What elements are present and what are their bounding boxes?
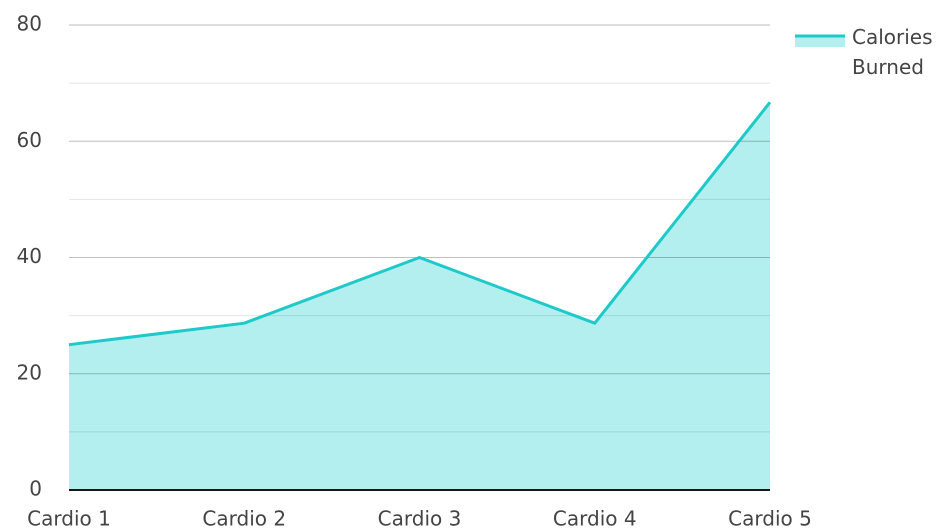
x-tick-label: Cardio 5: [728, 507, 812, 531]
area-line: [68, 101, 772, 347]
y-tick-label: 60: [17, 128, 42, 152]
y-tick-label: 0: [29, 477, 42, 501]
y-tick-label: 20: [17, 360, 42, 384]
area-fill: [69, 102, 770, 491]
x-tick-label: Cardio 3: [378, 507, 462, 531]
y-tick-label: 80: [17, 12, 42, 36]
y-tick-label: 40: [17, 244, 42, 268]
x-tick-label: Cardio 1: [27, 507, 111, 531]
x-tick-label: Cardio 4: [553, 507, 637, 531]
legend-swatch-fill: [795, 36, 845, 47]
x-tick-label: Cardio 2: [202, 507, 286, 531]
legend-label: Calories Burned: [852, 25, 933, 79]
